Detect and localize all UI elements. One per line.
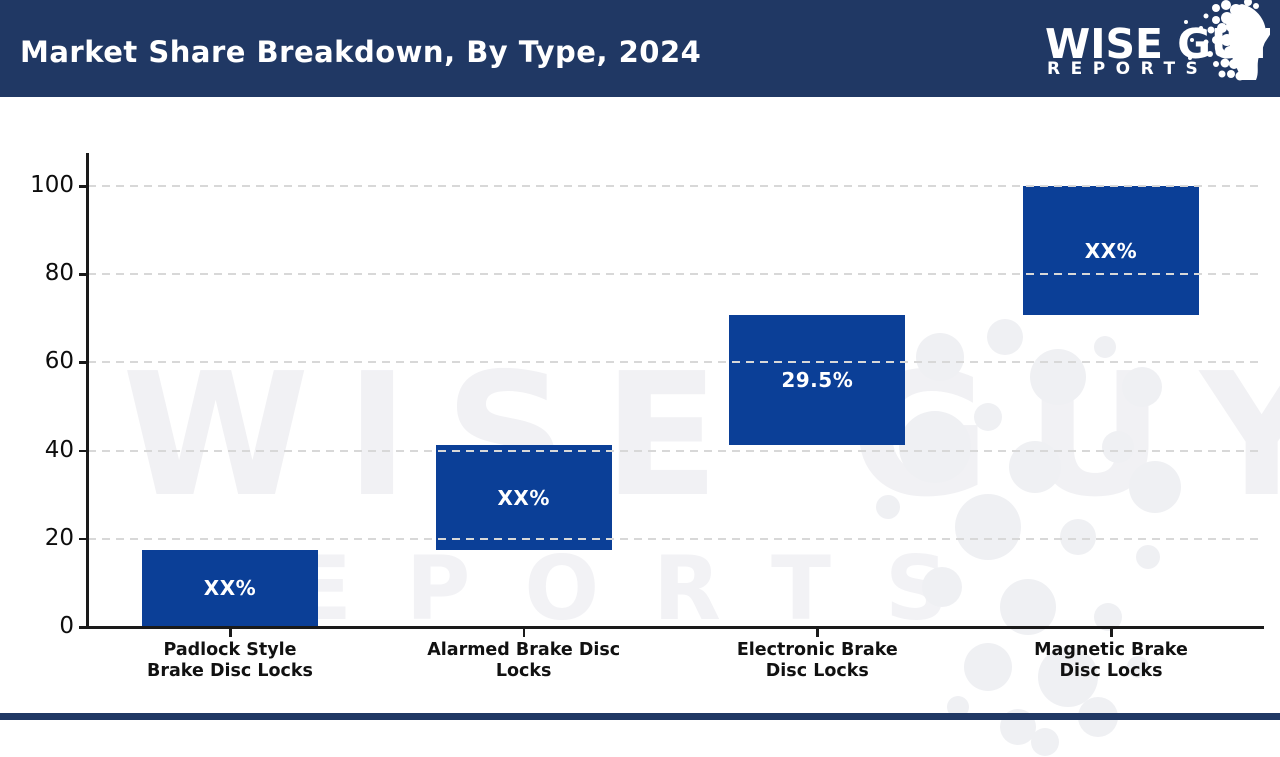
chart-bar: XX% xyxy=(1023,186,1199,316)
gridline xyxy=(88,185,1264,187)
y-axis-line xyxy=(86,153,89,628)
bar-value-label: XX% xyxy=(497,485,550,510)
header-bar: Market Share Breakdown, By Type, 2024 WI… xyxy=(0,0,1280,97)
gridline xyxy=(88,537,1264,540)
y-tick-mark xyxy=(79,273,88,276)
x-category-label: Alarmed Brake Disc Locks xyxy=(427,640,621,681)
bar-value-label: XX% xyxy=(1084,238,1138,263)
bar-value-label: XX% xyxy=(203,576,257,601)
x-tick-mark xyxy=(522,629,526,637)
gridline xyxy=(88,449,1264,452)
y-tick-mark xyxy=(79,537,88,541)
chart-bar: 29.5% xyxy=(729,315,906,446)
y-tick-mark xyxy=(79,449,88,453)
x-category-label: Padlock Style Brake Disc Locks xyxy=(147,640,313,681)
chart-bar: XX% xyxy=(435,445,612,550)
bar-value-label: 29.5% xyxy=(781,368,854,393)
logo-face-icon xyxy=(1184,0,1267,81)
y-tick-label: 80 xyxy=(44,260,74,287)
y-tick-mark xyxy=(79,626,88,629)
page-title: Market Share Breakdown, By Type, 2024 xyxy=(20,35,702,69)
logo-text-line1: WISE GUY xyxy=(1045,20,1270,68)
chart-bar: XX% xyxy=(142,549,318,627)
x-tick-mark xyxy=(229,629,232,637)
y-tick-label: 100 xyxy=(30,172,74,198)
y-tick-label: 60 xyxy=(44,348,74,375)
y-tick-label: 40 xyxy=(44,436,74,463)
x-category-label: Electronic Brake Disc Locks xyxy=(736,640,898,681)
gridline xyxy=(88,273,1264,276)
x-tick-mark xyxy=(1110,629,1113,637)
watermark-text-1: WISE GUY xyxy=(122,337,1280,535)
y-tick-mark xyxy=(79,185,88,188)
logo-text-line2: REPORTS xyxy=(1047,59,1208,79)
x-axis-line xyxy=(86,626,1264,629)
x-tick-mark xyxy=(816,629,819,637)
y-tick-label: 20 xyxy=(44,524,74,551)
x-category-label: Magnetic Brake Disc Locks xyxy=(1034,640,1188,681)
y-tick-label: 0 xyxy=(59,613,74,639)
gridline xyxy=(88,361,1264,364)
wiseguy-logo: WISE GUY REPORTS xyxy=(1045,0,1270,81)
watermark-face-dots xyxy=(824,315,1181,756)
footer-bar xyxy=(0,713,1280,720)
y-tick-mark xyxy=(79,361,88,364)
